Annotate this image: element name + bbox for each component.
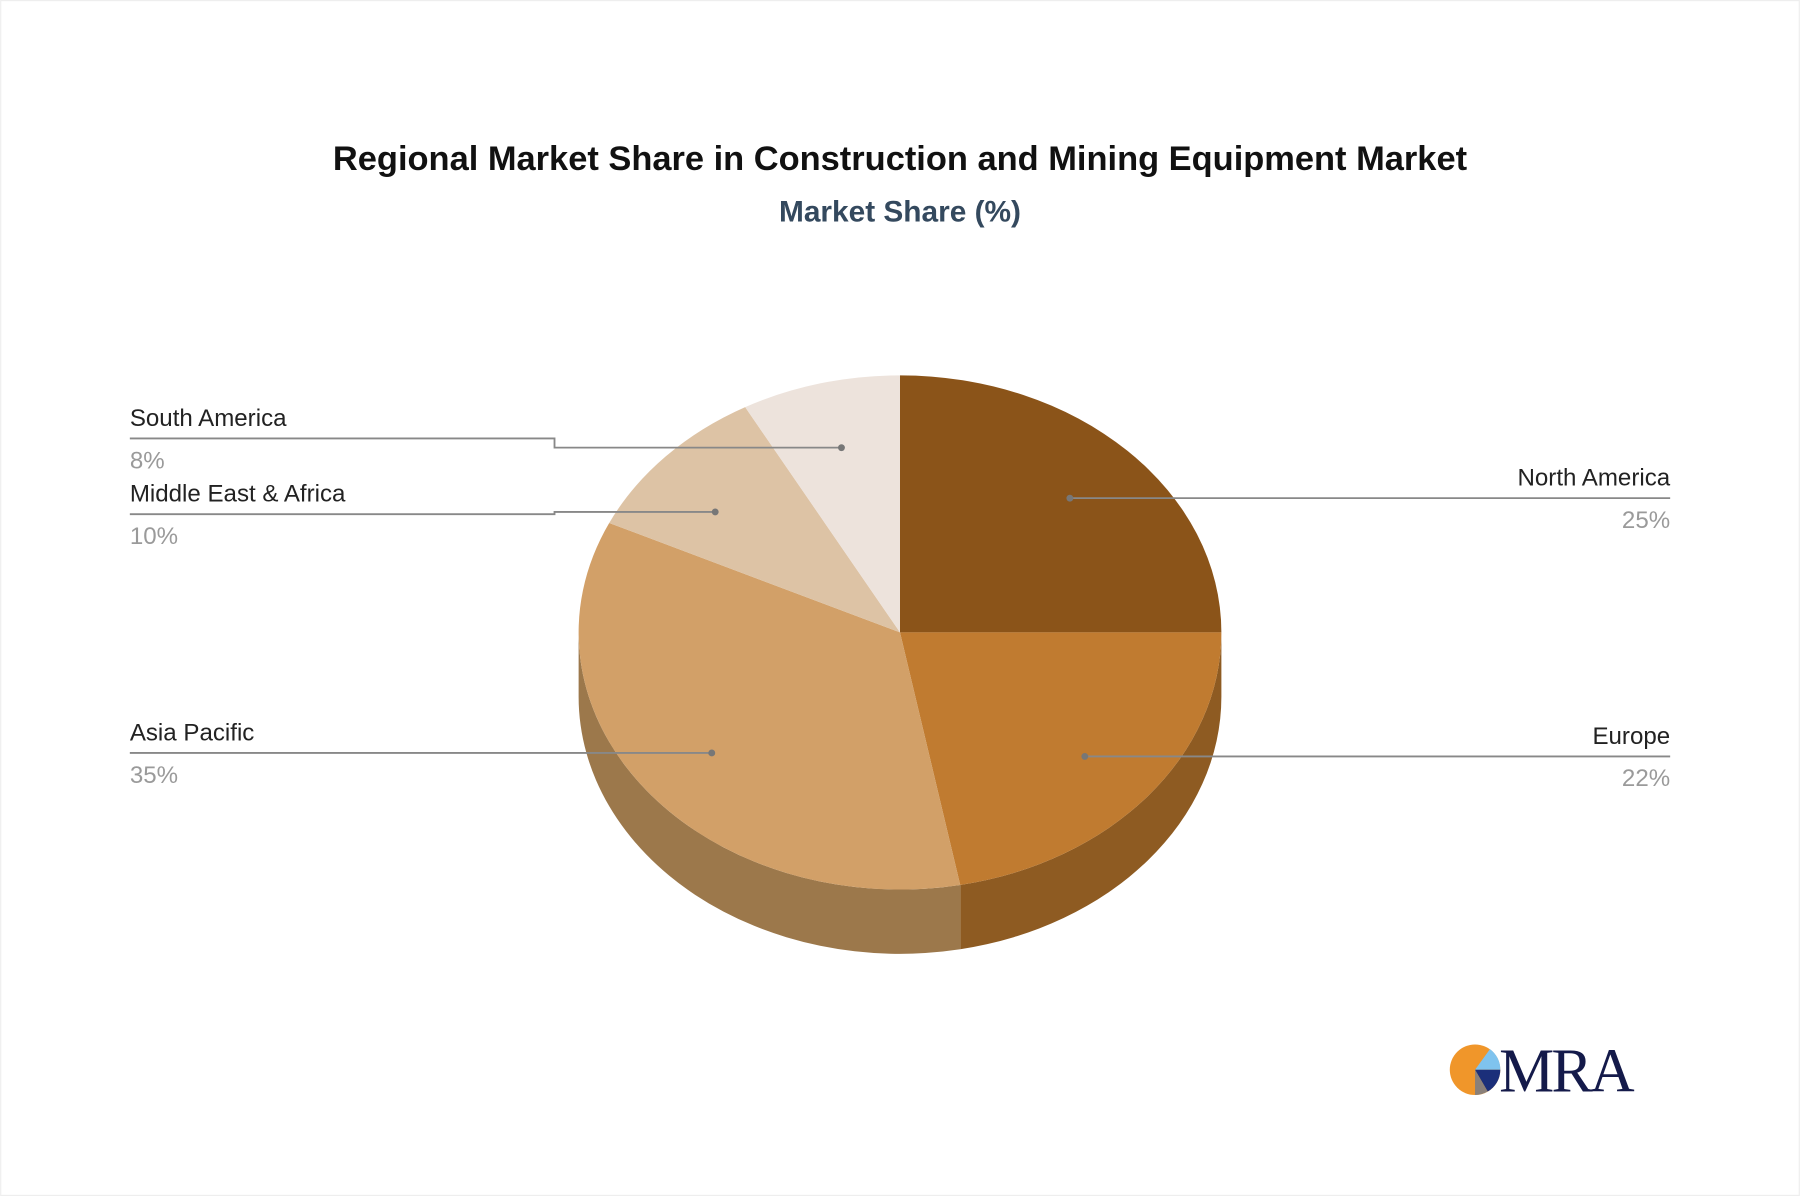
slice-label: Europe bbox=[1592, 723, 1670, 750]
label-europe: Europe 22% bbox=[1081, 723, 1670, 792]
slice-label: South America bbox=[130, 405, 287, 432]
pie-sides bbox=[578, 632, 1222, 954]
leader-dot bbox=[838, 444, 845, 452]
pie-side-asia-pacific bbox=[578, 632, 961, 954]
mra-logo: MRA bbox=[1449, 1038, 1635, 1106]
chart-subtitle: Market Share (%) bbox=[779, 196, 1021, 229]
pie-side-europe bbox=[960, 632, 1222, 950]
pie-slice-south-america[interactable] bbox=[745, 375, 900, 633]
slice-value: 25% bbox=[1622, 507, 1670, 534]
pie-slice-middle-east-africa[interactable] bbox=[609, 407, 900, 633]
pie-slice-asia-pacific[interactable] bbox=[578, 522, 961, 890]
label-middle-east-africa: Middle East & Africa 10% bbox=[129, 481, 719, 550]
leader-dot bbox=[1081, 752, 1089, 760]
chart-title: Regional Market Share in Construction an… bbox=[333, 140, 1468, 178]
slice-label: Asia Pacific bbox=[130, 719, 255, 746]
slice-value: 35% bbox=[130, 762, 178, 789]
pie-slice-north-america[interactable] bbox=[900, 375, 1222, 633]
slice-label: Middle East & Africa bbox=[130, 481, 346, 508]
label-north-america: North America 25% bbox=[1066, 465, 1671, 534]
label-asia-pacific: Asia Pacific 35% bbox=[129, 719, 716, 789]
leader-line bbox=[129, 437, 842, 449]
leader-dot bbox=[711, 508, 719, 516]
slice-value: 22% bbox=[1622, 765, 1670, 792]
label-south-america: South America 8% bbox=[129, 405, 845, 474]
slice-value: 10% bbox=[130, 523, 178, 550]
logo-text: MRA bbox=[1499, 1038, 1635, 1106]
slice-value: 8% bbox=[130, 447, 165, 474]
leader-dot bbox=[708, 749, 716, 757]
leader-line bbox=[129, 510, 716, 516]
pie-slices bbox=[578, 375, 1222, 890]
leader-dot bbox=[1066, 494, 1074, 502]
slice-label: North America bbox=[1518, 465, 1671, 492]
pie-slice-europe[interactable] bbox=[900, 632, 1222, 885]
